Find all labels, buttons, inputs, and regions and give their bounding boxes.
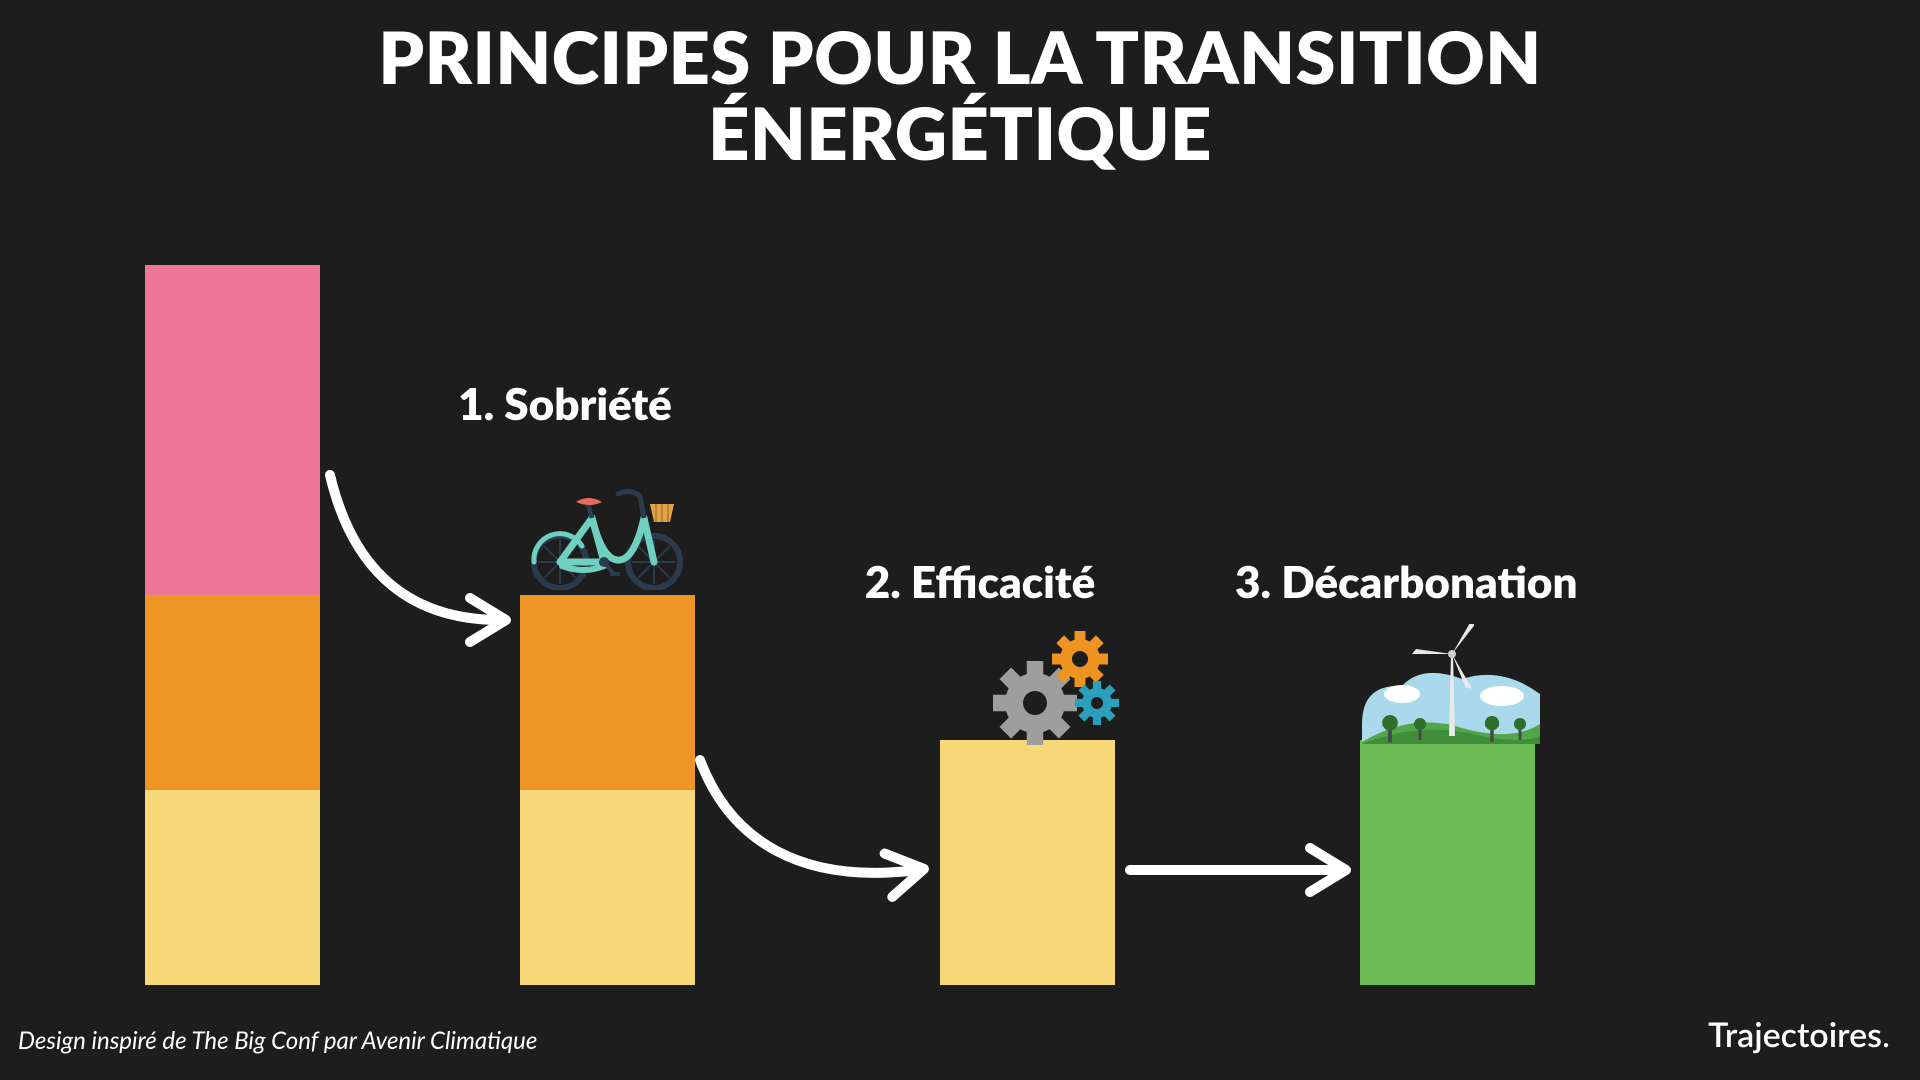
step-label-1: 1. Sobriété [405,378,725,430]
step-label-2: 2. Efficacité [820,556,1140,608]
bar-start-seg-yellow [145,790,320,985]
credit-text: Design inspiré de The Big Conf par Aveni… [18,1026,537,1055]
brand-label: Trajectoires. [1708,1014,1890,1055]
wind-turbine-icon [1362,624,1540,744]
bar-sobriete-seg-orange [520,595,695,790]
gears-icon [985,625,1135,745]
bar-sobriete-seg-yellow [520,790,695,985]
page-title: PRINCIPES POUR LA TRANSITION ÉNERGÉTIQUE [0,20,1920,171]
arrow-2 [700,760,918,873]
bar-start-seg-pink [145,265,320,595]
arrow-2-head [885,847,928,897]
arrow-3-head [1310,848,1346,892]
bar-start-seg-orange [145,595,320,790]
arrow-1-head [470,598,506,642]
bar-efficacite-seg-yellow [940,740,1115,985]
bicycle-icon [522,470,692,590]
brand-text: Trajectoires [1708,1014,1882,1055]
step-label-3: 3. Décarbonation [1235,556,1555,608]
bar-decarbonation-seg-green [1360,740,1535,985]
brand-dot: . [1882,1014,1890,1055]
arrow-1 [330,475,500,620]
